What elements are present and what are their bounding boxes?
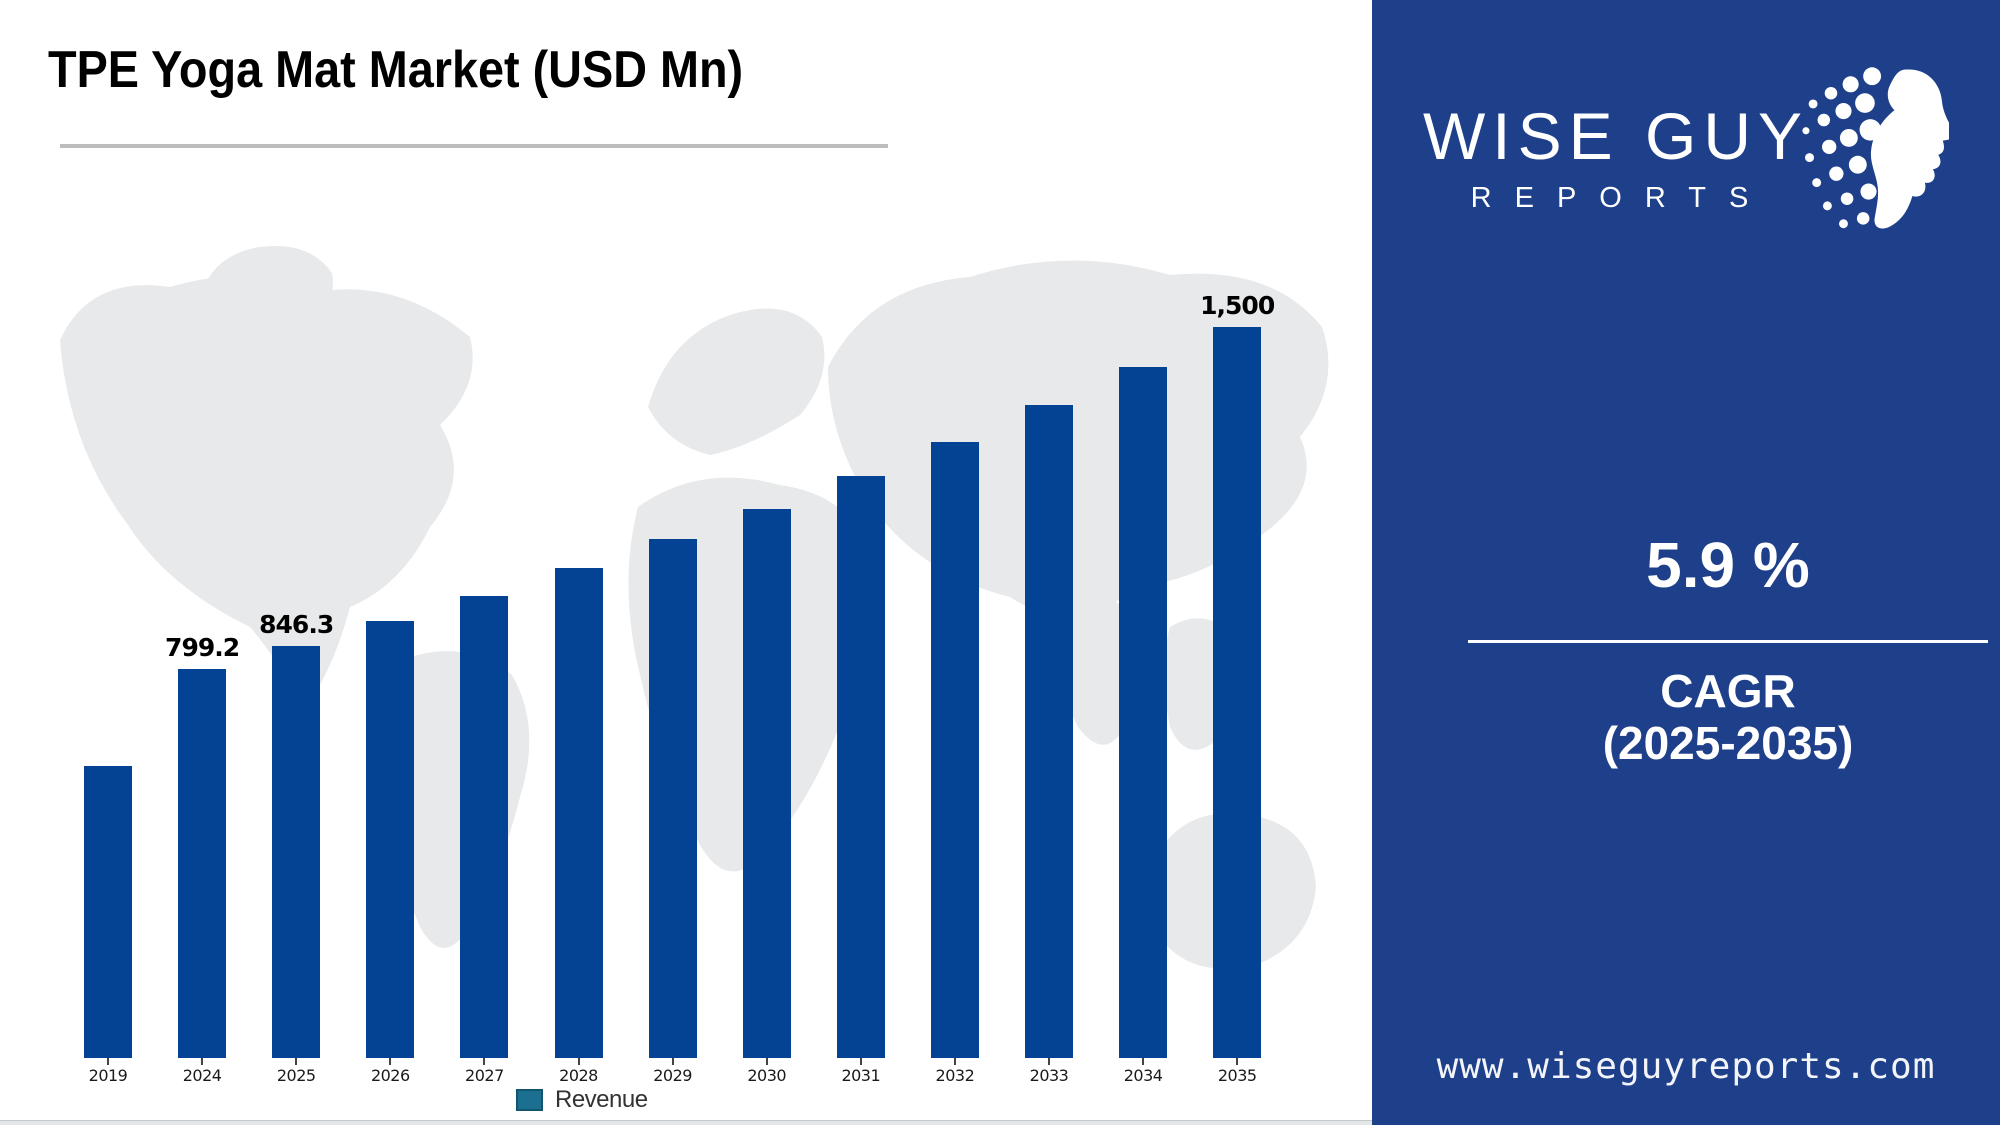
- x-axis-tick: [1236, 1058, 1239, 1065]
- bar-2035[interactable]: [1213, 327, 1262, 1058]
- logo-text: WISE GUY REPORTS: [1423, 98, 1809, 215]
- x-axis-tick: [577, 1058, 580, 1065]
- cagr-divider: [1468, 640, 1988, 643]
- chart-panel: TPE Yoga Mat Market (USD Mn): [0, 41, 1372, 1125]
- x-axis-tick: [765, 1058, 768, 1065]
- x-axis-tick: [953, 1058, 956, 1065]
- x-axis-tick: [107, 1058, 109, 1065]
- x-axis-tick: [1142, 1058, 1145, 1065]
- x-axis-label-2025: 2025: [276, 1066, 316, 1085]
- cagr-value: 5.9 %: [1646, 529, 1810, 601]
- x-axis-label-2034: 2034: [1123, 1066, 1163, 1085]
- x-axis-label-2031: 2031: [841, 1066, 881, 1085]
- bar-2027[interactable]: [460, 596, 509, 1058]
- x-axis-tick: [671, 1058, 674, 1065]
- bar-2019[interactable]: [84, 766, 132, 1058]
- bar-2026[interactable]: [366, 621, 415, 1058]
- bar-2030[interactable]: [742, 509, 791, 1058]
- chart-title: TPE Yoga Mat Market (USD Mn): [48, 41, 744, 99]
- x-axis-label-2032: 2032: [935, 1066, 975, 1085]
- sidebar: WISE GUY REPORTS 5.9 % CAGR: [1372, 0, 2000, 1125]
- x-axis-label-2030: 2030: [747, 1066, 787, 1085]
- legend-label: Revenue: [555, 1086, 648, 1113]
- logo-wise-guy-text: WISE GUY: [1422, 99, 1810, 173]
- cagr-label: CAGR (2025-2035): [1468, 665, 1988, 769]
- legend[interactable]: Revenue: [516, 1086, 648, 1114]
- x-axis-label-2033: 2033: [1029, 1066, 1069, 1085]
- bar-2024[interactable]: [178, 669, 227, 1058]
- wise-guy-reports-logo: WISE GUY REPORTS: [1372, 60, 2000, 248]
- x-axis-label-2019: 2019: [88, 1066, 128, 1085]
- horizontal-scrollbar[interactable]: [0, 1120, 1372, 1125]
- x-axis-tick: [295, 1058, 298, 1065]
- x-axis-label-2029: 2029: [653, 1066, 692, 1085]
- x-axis-tick: [201, 1058, 204, 1065]
- x-axis-label-2035: 2035: [1217, 1066, 1257, 1085]
- bar-2032[interactable]: [930, 442, 979, 1058]
- bar-2034[interactable]: [1119, 367, 1168, 1058]
- title-underline: [60, 144, 888, 148]
- x-axis-label-2024: 2024: [182, 1066, 222, 1085]
- bar-2031[interactable]: [836, 476, 885, 1058]
- data-label-2025: 846.3: [259, 610, 334, 639]
- x-axis-tick: [483, 1058, 486, 1065]
- x-axis-label-2026: 2026: [370, 1066, 410, 1085]
- bar-2028[interactable]: [554, 568, 603, 1058]
- cagr-label-line1: CAGR: [1660, 665, 1796, 717]
- bar-chart: 2019 799.2 2024 846.3 2025 2026 2027 2028 2029 20…: [84, 291, 1275, 1085]
- bar-2025[interactable]: [272, 646, 321, 1058]
- website-url: www.wiseguyreports.com: [1436, 1046, 1936, 1087]
- cagr-label-line2: (2025-2035): [1602, 716, 1854, 769]
- legend-color-swatch: [516, 1089, 543, 1111]
- bar-2029[interactable]: [648, 539, 697, 1058]
- data-label-2035: 1,500: [1200, 291, 1275, 320]
- data-label-2024: 799.2: [165, 633, 240, 662]
- logo-reports-text: REPORTS: [1470, 182, 1772, 214]
- x-axis-label-2028: 2028: [559, 1066, 598, 1085]
- x-axis-tick: [859, 1058, 862, 1065]
- bar-2033[interactable]: [1025, 405, 1073, 1058]
- x-axis-tick: [389, 1058, 392, 1065]
- x-axis-tick: [1048, 1058, 1050, 1065]
- dotted-head-profile-icon: [1802, 67, 1950, 229]
- x-axis-label-2027: 2027: [465, 1066, 504, 1085]
